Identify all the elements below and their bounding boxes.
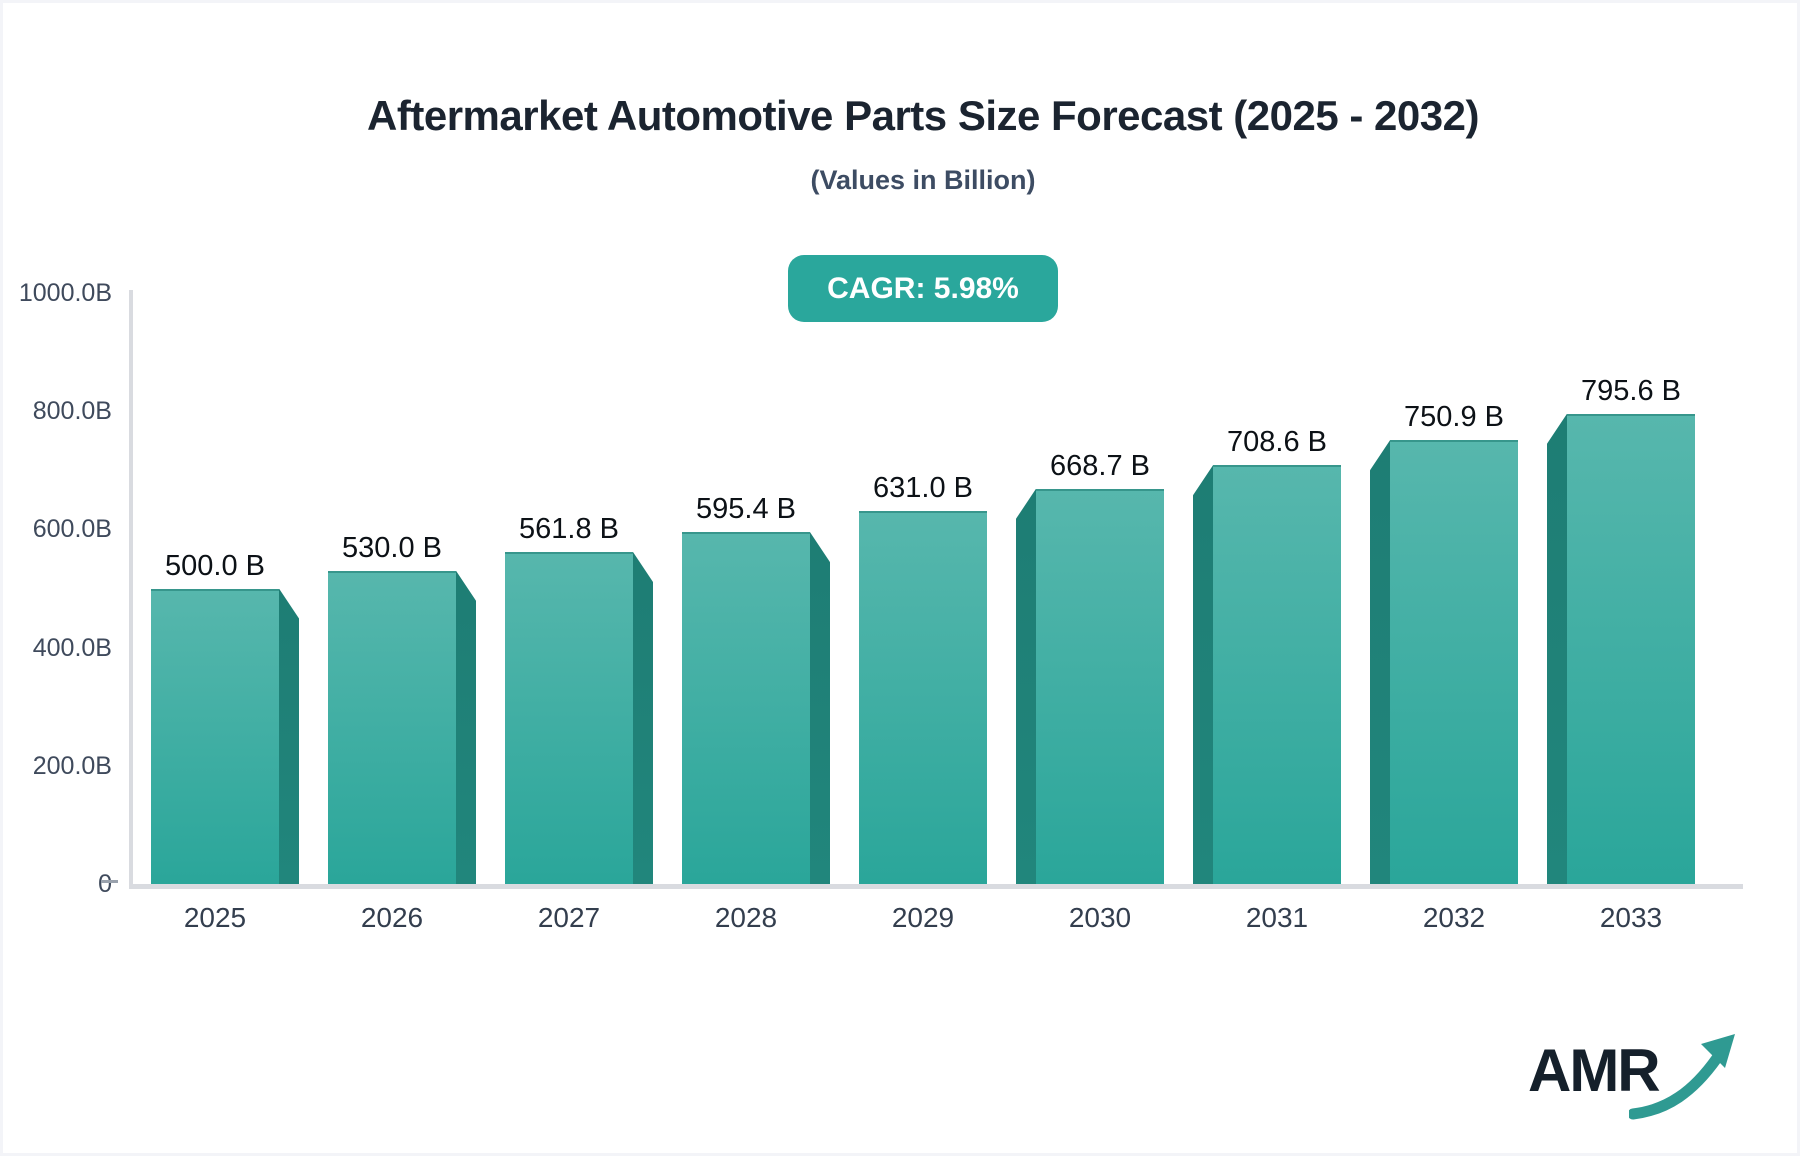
x-axis-tick-label: 2025 (183, 902, 247, 933)
amr-logo: AMR (1528, 1028, 1768, 1123)
bar-2033 (1567, 413, 1695, 884)
bar-value-label: 595.4 B (696, 493, 796, 526)
x-axis-tick-label: 2031 (1245, 902, 1309, 933)
growth-arrow-icon (1629, 1034, 1735, 1120)
bar-2026 (328, 570, 456, 884)
x-axis-tick-label: 2028 (714, 902, 778, 933)
x-axis-tick-label: 2032 (1422, 902, 1486, 933)
bar-value-label: 668.7 B (1050, 449, 1150, 482)
bar-side-face (456, 570, 476, 884)
bar-value-label: 500.0 B (165, 549, 265, 582)
bar-side-face (633, 551, 653, 884)
bar-value-label: 530.0 B (342, 531, 442, 564)
amr-logo-text: AMR (1528, 1037, 1661, 1104)
bar-value-label: 631.0 B (873, 472, 973, 505)
bar-2030 (1036, 488, 1164, 884)
y-axis-tick-label: 0 (98, 870, 112, 898)
bar-2031 (1213, 465, 1341, 884)
bar-value-label: 750.9 B (1404, 401, 1504, 434)
y-axis-tick-label: 600.0B (32, 515, 112, 544)
bar-side-face (1370, 440, 1390, 884)
y-axis-tick-label: 1000.0B (18, 279, 112, 307)
chart-subtitle: (Values in Billion) (810, 165, 1036, 195)
chart-title: Aftermarket Automotive Parts Size Foreca… (367, 92, 1479, 139)
bar-side-face (810, 532, 830, 884)
bar-2029 (859, 511, 987, 884)
x-axis-line (129, 884, 1743, 889)
x-axis-tick-label: 2027 (537, 902, 601, 933)
x-axis-tick-label: 2030 (1068, 902, 1132, 933)
bar-side-face (1193, 465, 1213, 884)
bar-2032 (1390, 440, 1518, 884)
bar-2028 (682, 532, 810, 884)
y-axis-tick-label: 400.0B (32, 633, 112, 662)
cagr-badge-label: CAGR: 5.98% (827, 271, 1019, 305)
bar-side-face (1547, 413, 1567, 884)
bar-2025 (151, 588, 279, 884)
zero-tick-mark (101, 880, 118, 883)
y-axis-line (129, 290, 133, 888)
bar-2027 (505, 551, 633, 884)
y-axis-tick-label: 200.0B (32, 751, 112, 780)
bar-side-face (1016, 488, 1036, 884)
bar-side-face (279, 588, 299, 884)
x-axis-tick-label: 2033 (1599, 902, 1663, 933)
bar-value-label: 795.6 B (1581, 374, 1681, 407)
bar-value-label: 561.8 B (519, 512, 619, 545)
bar-value-label: 708.6 B (1227, 426, 1327, 459)
cagr-badge: CAGR: 5.98% (788, 255, 1058, 322)
y-axis-tick-label: 800.0B (32, 397, 112, 426)
x-axis-tick-label: 2029 (891, 902, 955, 933)
x-axis-tick-label: 2026 (360, 902, 424, 933)
